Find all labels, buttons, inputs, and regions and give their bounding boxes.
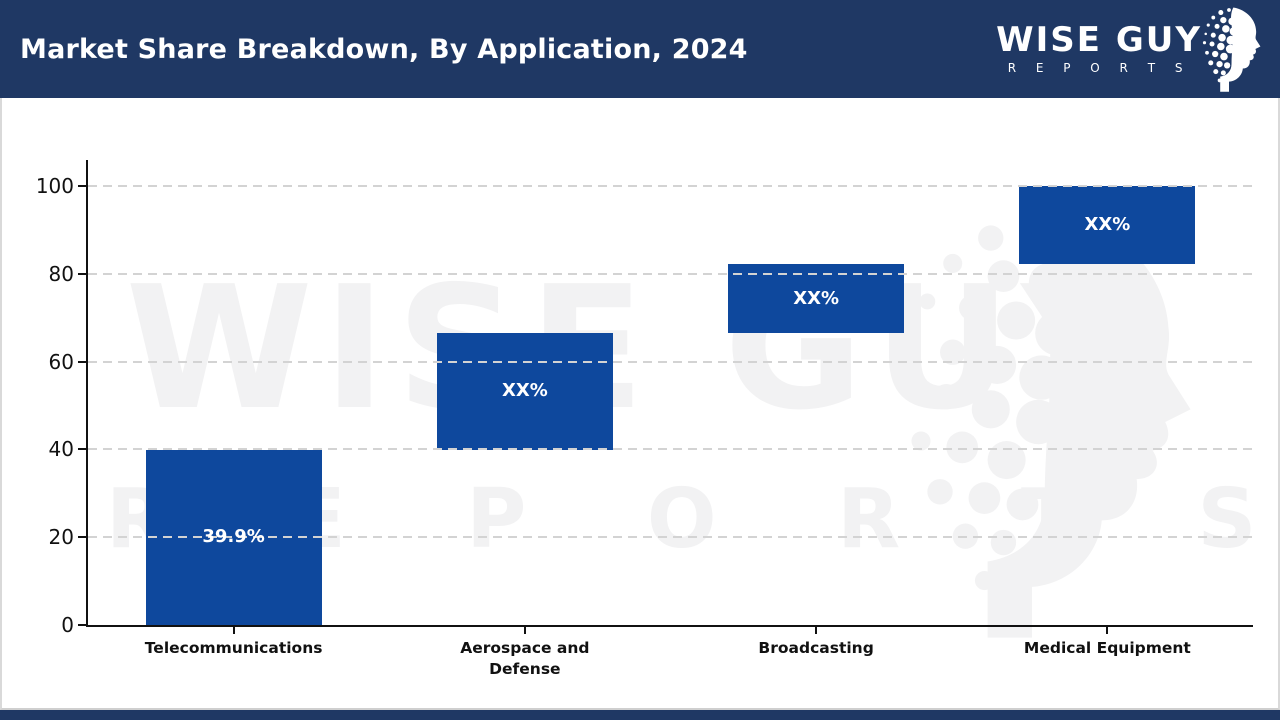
logo-secondary-label: R E P O R T S — [1007, 61, 1191, 75]
header-bar: Market Share Breakdown, By Application, … — [0, 0, 1280, 98]
watermark-face-icon — [856, 200, 1208, 644]
logo-primary-label: WISE GUY — [996, 20, 1202, 60]
footer-bar — [0, 710, 1280, 720]
page-title: Market Share Breakdown, By Application, … — [20, 33, 748, 65]
brand-logo: WISE GUY R E P O R T S — [996, 5, 1266, 93]
brand-logo-text: WISE GUY R E P O R T S — [996, 23, 1202, 75]
wiseguy-face-icon — [1192, 5, 1266, 93]
